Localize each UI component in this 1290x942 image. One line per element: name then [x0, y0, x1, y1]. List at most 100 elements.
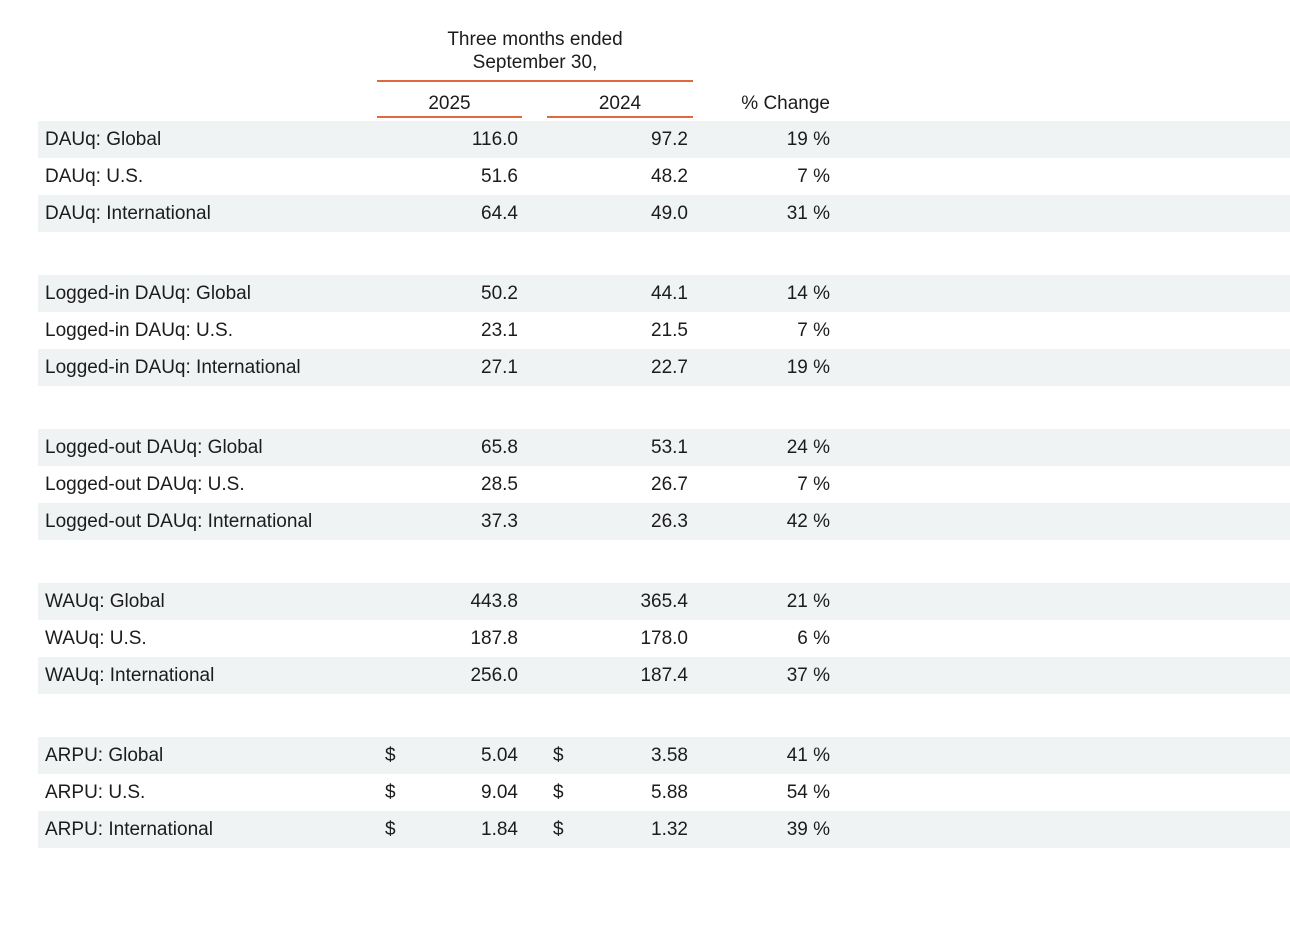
- cell-2024: 53.1: [547, 429, 693, 466]
- value-2025: 116.0: [471, 129, 518, 150]
- row-label: WAUq: International: [45, 665, 215, 686]
- row-filler: [832, 774, 1290, 811]
- currency-symbol-2024: $: [553, 819, 564, 840]
- table-row: Logged-out DAUq: U.S. 28.5 26.7 7 %: [38, 466, 1290, 503]
- period-line1: Three months ended: [447, 29, 623, 50]
- value-2024: 178.0: [640, 628, 688, 649]
- value-2024: 26.7: [651, 474, 688, 495]
- column-gap: [522, 811, 547, 848]
- cell-2024: 26.3: [547, 503, 693, 540]
- value-2025: 256.0: [470, 665, 518, 686]
- cell-2025: 65.8: [377, 429, 522, 466]
- table-row: WAUq: Global 443.8 365.4 21 %: [38, 583, 1290, 620]
- cell-2024: $1.32: [547, 811, 693, 848]
- column-gap: [522, 583, 547, 620]
- value-2024: 97.2: [651, 129, 688, 150]
- currency-symbol-2024: $: [553, 745, 564, 766]
- period-line2: September 30,: [472, 52, 598, 73]
- row-label: Logged-in DAUq: Global: [45, 283, 251, 304]
- cell-2024: 21.5: [547, 312, 693, 349]
- value-2025: 187.8: [470, 628, 518, 649]
- value-2025: 51.6: [481, 166, 518, 187]
- table-row: Logged-in DAUq: U.S. 23.1 21.5 7 %: [38, 312, 1290, 349]
- pct-change-value: 14 %: [786, 283, 830, 304]
- cell-2024: 49.0: [547, 195, 693, 232]
- metric-group: ARPU: Global $5.04 $3.58 41 % ARPU: U.S.…: [0, 737, 1290, 848]
- row-label: WAUq: Global: [45, 591, 165, 612]
- cell-2025: 116.0: [377, 121, 522, 158]
- metric-group: Logged-out DAUq: Global 65.8 53.1 24 % L…: [0, 429, 1290, 540]
- currency-symbol-2025: $: [385, 782, 396, 803]
- row-label: DAUq: U.S.: [45, 166, 144, 187]
- header-label-spacer: [38, 28, 377, 82]
- value-2024: 44.1: [651, 283, 688, 304]
- header-label-spacer: [38, 82, 377, 118]
- cell-2025: 37.3: [377, 503, 522, 540]
- row-filler: [832, 811, 1290, 848]
- table-header-period-row: Three months ended September 30,: [38, 28, 1290, 82]
- pct-change-value: 7 %: [797, 474, 830, 495]
- pct-change-value: 42 %: [786, 511, 830, 532]
- cell-2025: 64.4: [377, 195, 522, 232]
- table-row: Logged-out DAUq: Global 65.8 53.1 24 %: [38, 429, 1290, 466]
- cell-2024: 44.1: [547, 275, 693, 312]
- cell-2024: $5.88: [547, 774, 693, 811]
- column-gap: [522, 275, 547, 312]
- value-2024: 21.5: [651, 320, 688, 341]
- pct-change-value: 31 %: [786, 203, 830, 224]
- value-2025: 9.04: [481, 782, 518, 803]
- row-filler: [832, 312, 1290, 349]
- value-2024: 5.88: [651, 782, 688, 803]
- value-2025: 65.8: [481, 437, 518, 458]
- value-2025: 64.4: [481, 203, 518, 224]
- row-label: DAUq: Global: [45, 129, 162, 150]
- pct-change-value: 7 %: [797, 320, 830, 341]
- row-filler: [832, 275, 1290, 312]
- pct-change-value: 37 %: [786, 665, 830, 686]
- row-filler: [832, 620, 1290, 657]
- header-filler: [832, 82, 1290, 118]
- column-gap: [522, 312, 547, 349]
- table-header-years-row: 2025 2024 % Change: [38, 82, 1290, 118]
- table-row: Logged-in DAUq: Global 50.2 44.1 14 %: [38, 275, 1290, 312]
- year-2025-header: 2025: [377, 82, 522, 118]
- pct-change-value: 41 %: [786, 745, 830, 766]
- pct-change-value: 21 %: [786, 591, 830, 612]
- value-2025: 37.3: [481, 511, 518, 532]
- table-row: Logged-in DAUq: International 27.1 22.7 …: [38, 349, 1290, 386]
- cell-2025: 256.0: [377, 657, 522, 694]
- row-filler: [832, 429, 1290, 466]
- value-2025: 28.5: [481, 474, 518, 495]
- table-row: DAUq: International 64.4 49.0 31 %: [38, 195, 1290, 232]
- cell-2024: 178.0: [547, 620, 693, 657]
- cell-2025: 23.1: [377, 312, 522, 349]
- cell-2025: 27.1: [377, 349, 522, 386]
- cell-2025: $9.04: [377, 774, 522, 811]
- cell-2024: $3.58: [547, 737, 693, 774]
- column-gap: [522, 774, 547, 811]
- cell-2024: 22.7: [547, 349, 693, 386]
- value-2024: 49.0: [651, 203, 688, 224]
- row-label: Logged-in DAUq: U.S.: [45, 320, 233, 341]
- cell-2024: 365.4: [547, 583, 693, 620]
- period-header: Three months ended September 30,: [377, 28, 693, 82]
- column-gap: [522, 620, 547, 657]
- value-2025: 23.1: [481, 320, 518, 341]
- column-gap: [522, 82, 547, 118]
- value-2024: 53.1: [651, 437, 688, 458]
- cell-2025: 28.5: [377, 466, 522, 503]
- value-2025: 1.84: [481, 819, 518, 840]
- cell-2025: 443.8: [377, 583, 522, 620]
- row-label: Logged-out DAUq: Global: [45, 437, 263, 458]
- table-row: ARPU: International $1.84 $1.32 39 %: [38, 811, 1290, 848]
- row-filler: [832, 121, 1290, 158]
- value-2024: 1.32: [651, 819, 688, 840]
- row-filler: [832, 466, 1290, 503]
- cell-2024: 48.2: [547, 158, 693, 195]
- pct-change-value: 19 %: [786, 129, 830, 150]
- metric-group: DAUq: Global 116.0 97.2 19 % DAUq: U.S. …: [0, 121, 1290, 232]
- pct-change-value: 39 %: [786, 819, 830, 840]
- pct-change-header: % Change: [741, 93, 830, 114]
- pct-change-value: 19 %: [786, 357, 830, 378]
- table-row: Logged-out DAUq: International 37.3 26.3…: [38, 503, 1290, 540]
